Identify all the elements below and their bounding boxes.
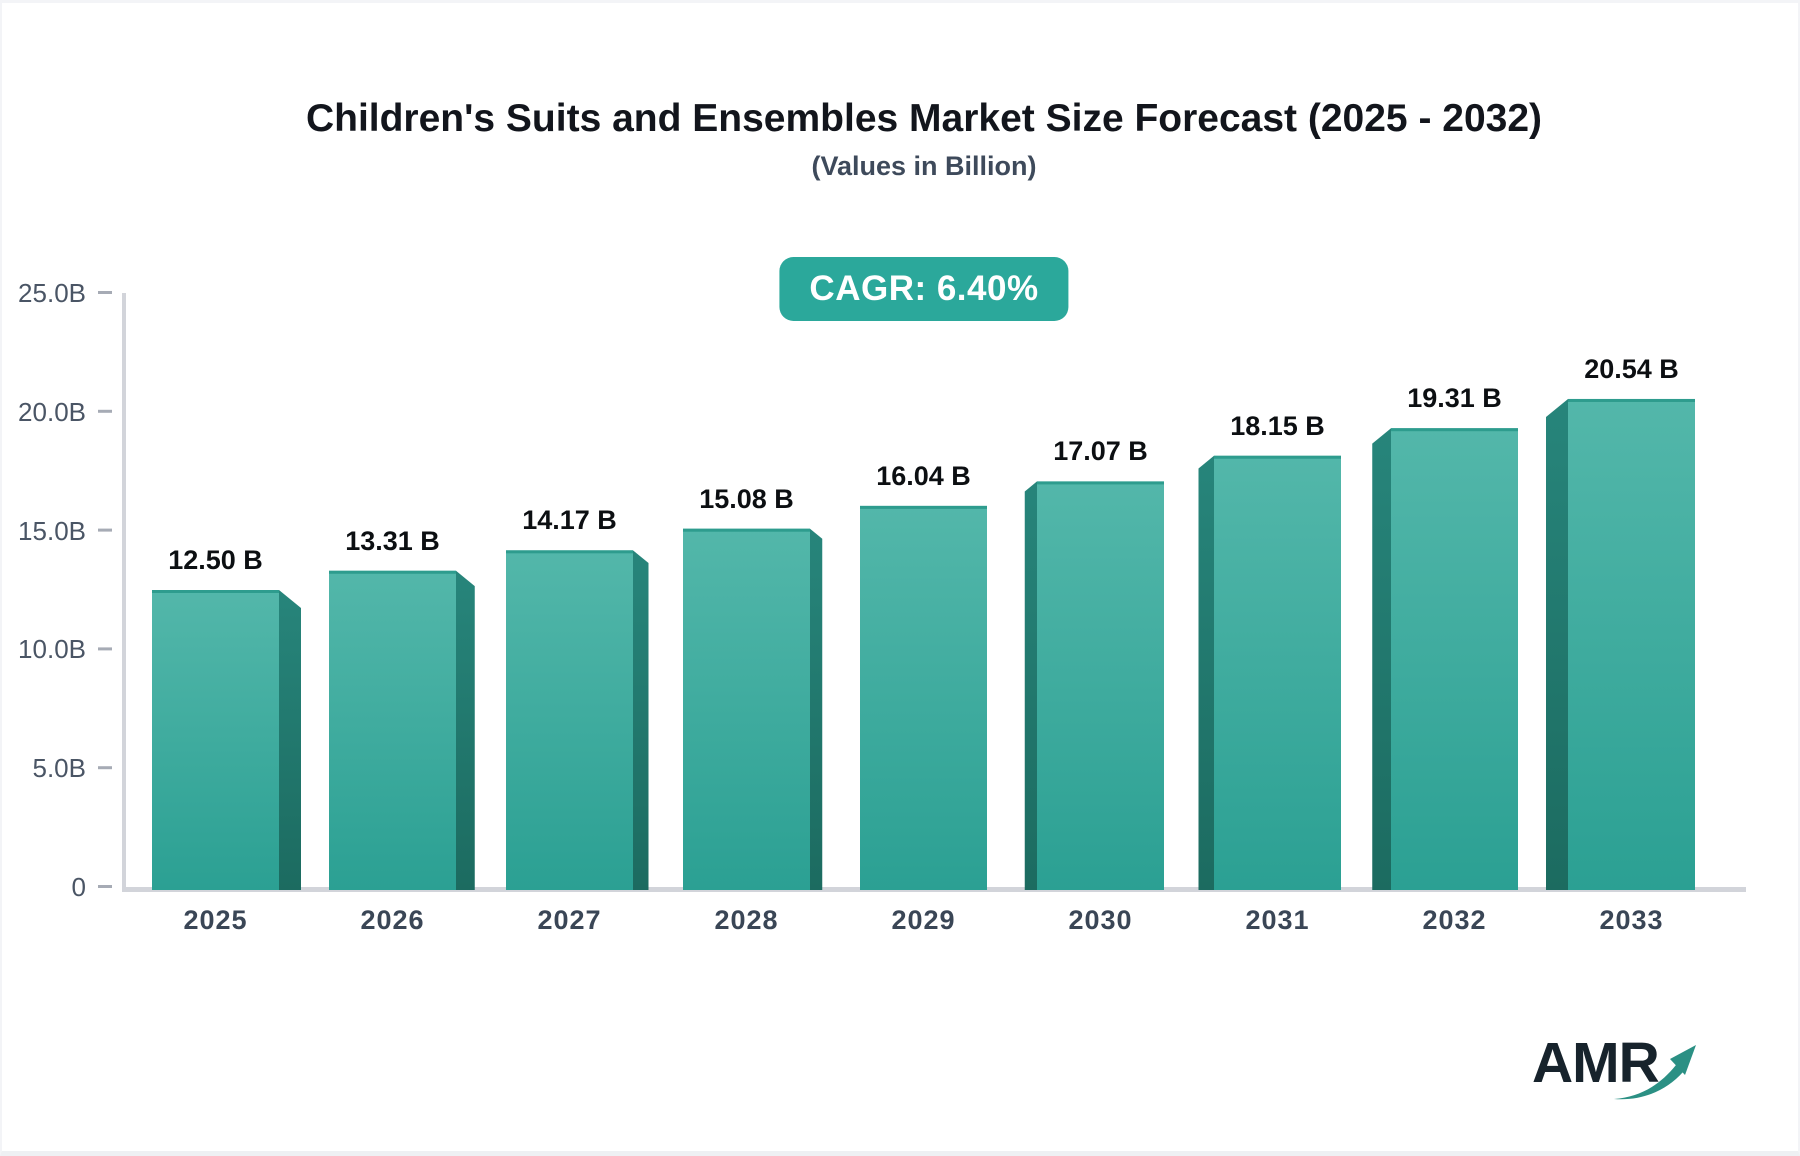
growth-arrow-swoosh — [1614, 1065, 1683, 1100]
bar-2032 — [1391, 428, 1518, 890]
cagr-badge: CAGR: 6.40% — [779, 257, 1069, 321]
y-tick-mark-5.0B — [98, 766, 112, 770]
y-tick-mark-10.0B — [98, 647, 112, 651]
y-tick-mark-25.0B — [98, 291, 112, 294]
bar-top-edge-2029 — [860, 505, 987, 509]
bar-top-edge-2026 — [329, 570, 456, 574]
chart-subtitle: (Values in Billion) — [811, 151, 1037, 181]
bar-2028 — [683, 528, 810, 890]
bar-top-edge-2030 — [1037, 481, 1164, 485]
bar-2027 — [506, 550, 633, 890]
y-tick-mark-0 — [98, 885, 112, 888]
bar-side-2031 — [1198, 455, 1214, 890]
bar-side-2025 — [279, 590, 301, 890]
bar-top-edge-2031 — [1214, 455, 1341, 459]
y-axis-line — [122, 293, 126, 892]
bar-side-2027 — [633, 550, 649, 890]
y-tick-mark-20.0B — [98, 409, 112, 413]
y-tick-mark-15.0B — [98, 528, 112, 532]
amr-logo-text: AMR — [1532, 1031, 1660, 1095]
bar-2031 — [1214, 455, 1341, 890]
bar-top-edge-2027 — [506, 550, 633, 554]
bar-side-2028 — [810, 528, 823, 890]
bar-2030 — [1037, 481, 1164, 890]
bar-side-2032 — [1372, 428, 1391, 890]
bar-2033 — [1568, 398, 1695, 890]
bar-top-edge-2028 — [683, 528, 810, 532]
bar-top-edge-2025 — [152, 590, 279, 593]
bar-2029 — [860, 505, 987, 890]
bar-chart-plot — [98, 291, 1746, 892]
bar-top-edge-2033 — [1568, 398, 1695, 402]
bar-side-2026 — [456, 570, 475, 890]
bar-2025 — [152, 590, 279, 890]
growth-arrow-icon — [1614, 1045, 1696, 1100]
chart-title: Children's Suits and Ensembles Market Si… — [305, 97, 1543, 140]
bar-side-2030 — [1024, 481, 1037, 890]
bar-top-edge-2032 — [1391, 428, 1518, 432]
bar-side-2033 — [1546, 398, 1568, 890]
bar-2026 — [329, 570, 456, 890]
growth-arrow-head — [1670, 1045, 1696, 1075]
